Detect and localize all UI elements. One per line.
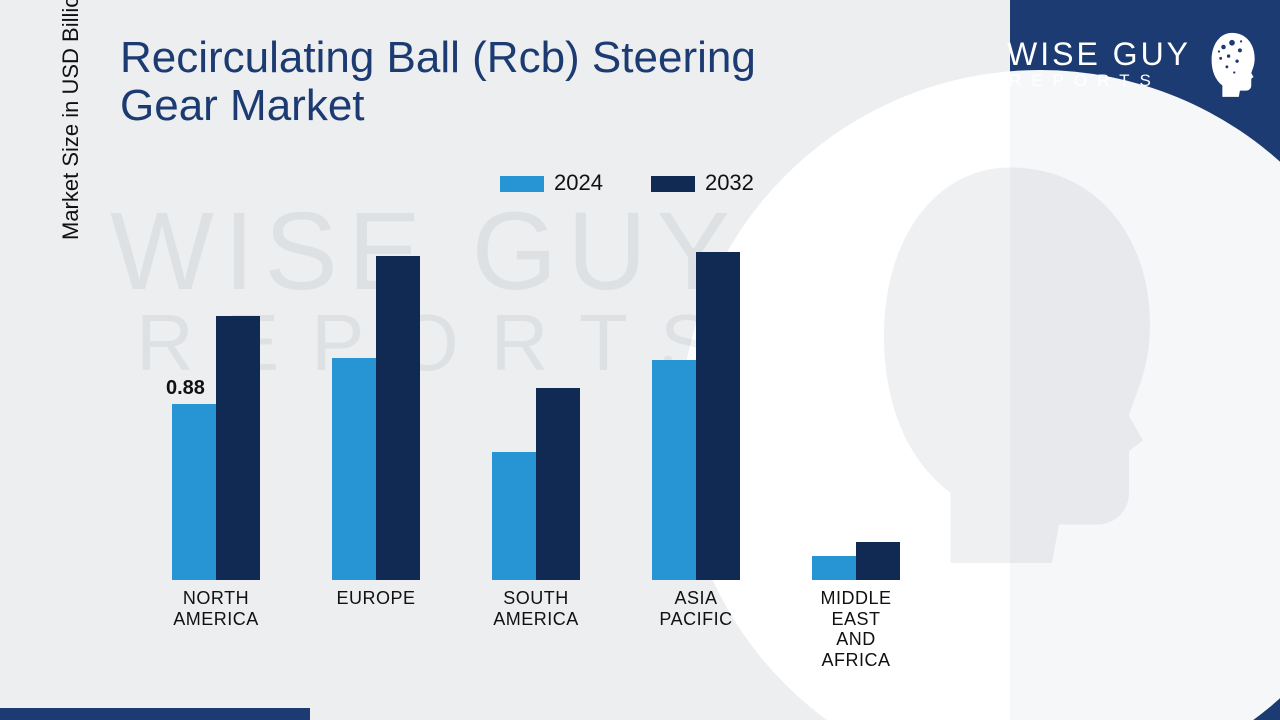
bar-2032	[376, 256, 420, 580]
y-axis-label: Market Size in USD Billion	[58, 0, 84, 240]
bar-2032	[216, 316, 260, 580]
bar-2032	[696, 252, 740, 580]
plot-area: 0.88	[132, 230, 932, 580]
bar-2024	[332, 358, 376, 580]
bar-2024	[652, 360, 696, 580]
x-axis-category: MIDDLEEASTANDAFRICA	[791, 588, 921, 671]
head-icon	[1201, 30, 1263, 98]
brand-line1: WISE GUY	[1007, 38, 1191, 72]
x-axis-category: SOUTHAMERICA	[471, 588, 601, 629]
bar-2032	[536, 388, 580, 580]
bar-group	[332, 256, 420, 580]
figure-canvas: WISE GUY REPORTS WISE GUY REPORTS	[0, 0, 1280, 720]
legend: 2024 2032	[500, 170, 754, 196]
bottom-accent-bar	[0, 708, 310, 720]
bar-2024	[492, 452, 536, 580]
bar-2024	[172, 404, 216, 580]
bar-group	[172, 316, 260, 580]
bar-data-label: 0.88	[166, 377, 205, 400]
legend-item-2024: 2024	[500, 170, 603, 196]
brand-logo: WISE GUY REPORTS	[1007, 30, 1232, 98]
legend-label-2024: 2024	[554, 170, 603, 195]
x-axis-category: NORTHAMERICA	[151, 588, 281, 629]
bar-2032	[856, 542, 900, 580]
bar-group	[492, 388, 580, 580]
legend-chip-2032	[651, 176, 695, 192]
legend-chip-2024	[500, 176, 544, 192]
bar-group	[812, 542, 900, 580]
legend-item-2032: 2032	[651, 170, 754, 196]
chart-title: Recirculating Ball (Rcb) Steering Gear M…	[120, 34, 780, 131]
chart-area: Market Size in USD Billion 2024 2032 0.8…	[40, 170, 940, 690]
brand-line2: REPORTS	[1007, 72, 1191, 90]
x-axis-category: EUROPE	[311, 588, 441, 609]
legend-label-2032: 2032	[705, 170, 754, 195]
bar-2024	[812, 556, 856, 580]
bar-group	[652, 252, 740, 580]
x-axis-category: ASIAPACIFIC	[631, 588, 761, 629]
